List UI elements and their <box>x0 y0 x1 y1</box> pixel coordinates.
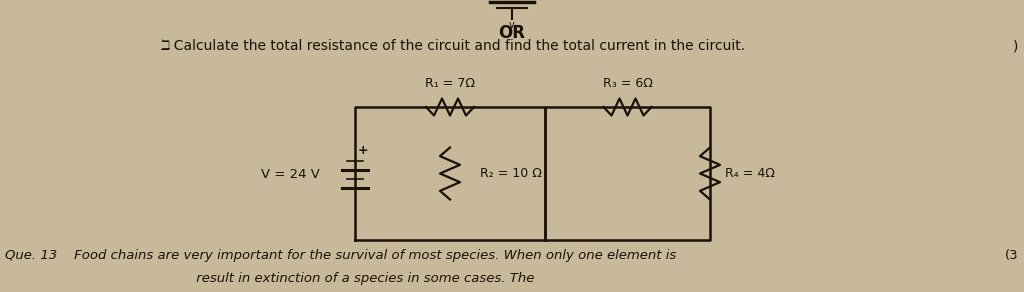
Text: (3: (3 <box>1005 249 1018 262</box>
Text: v: v <box>509 20 515 30</box>
Text: Que. 13    Food chains are very important for the survival of most species. When: Que. 13 Food chains are very important f… <box>5 249 676 262</box>
Text: ℶ Calculate the total resistance of the circuit and find the total current in th: ℶ Calculate the total resistance of the … <box>160 39 745 53</box>
Text: R₃ = 6Ω: R₃ = 6Ω <box>602 77 652 90</box>
Text: R₄ = 4Ω: R₄ = 4Ω <box>725 167 775 180</box>
Text: +: + <box>357 143 369 157</box>
Text: result in extinction of a species in some cases. The: result in extinction of a species in som… <box>5 272 535 285</box>
Text: R₂ = 10 Ω: R₂ = 10 Ω <box>480 167 542 180</box>
Text: R₁ = 7Ω: R₁ = 7Ω <box>425 77 475 90</box>
Text: ): ) <box>1013 39 1018 53</box>
Text: V = 24 V: V = 24 V <box>260 168 319 180</box>
Text: OR: OR <box>499 24 525 42</box>
